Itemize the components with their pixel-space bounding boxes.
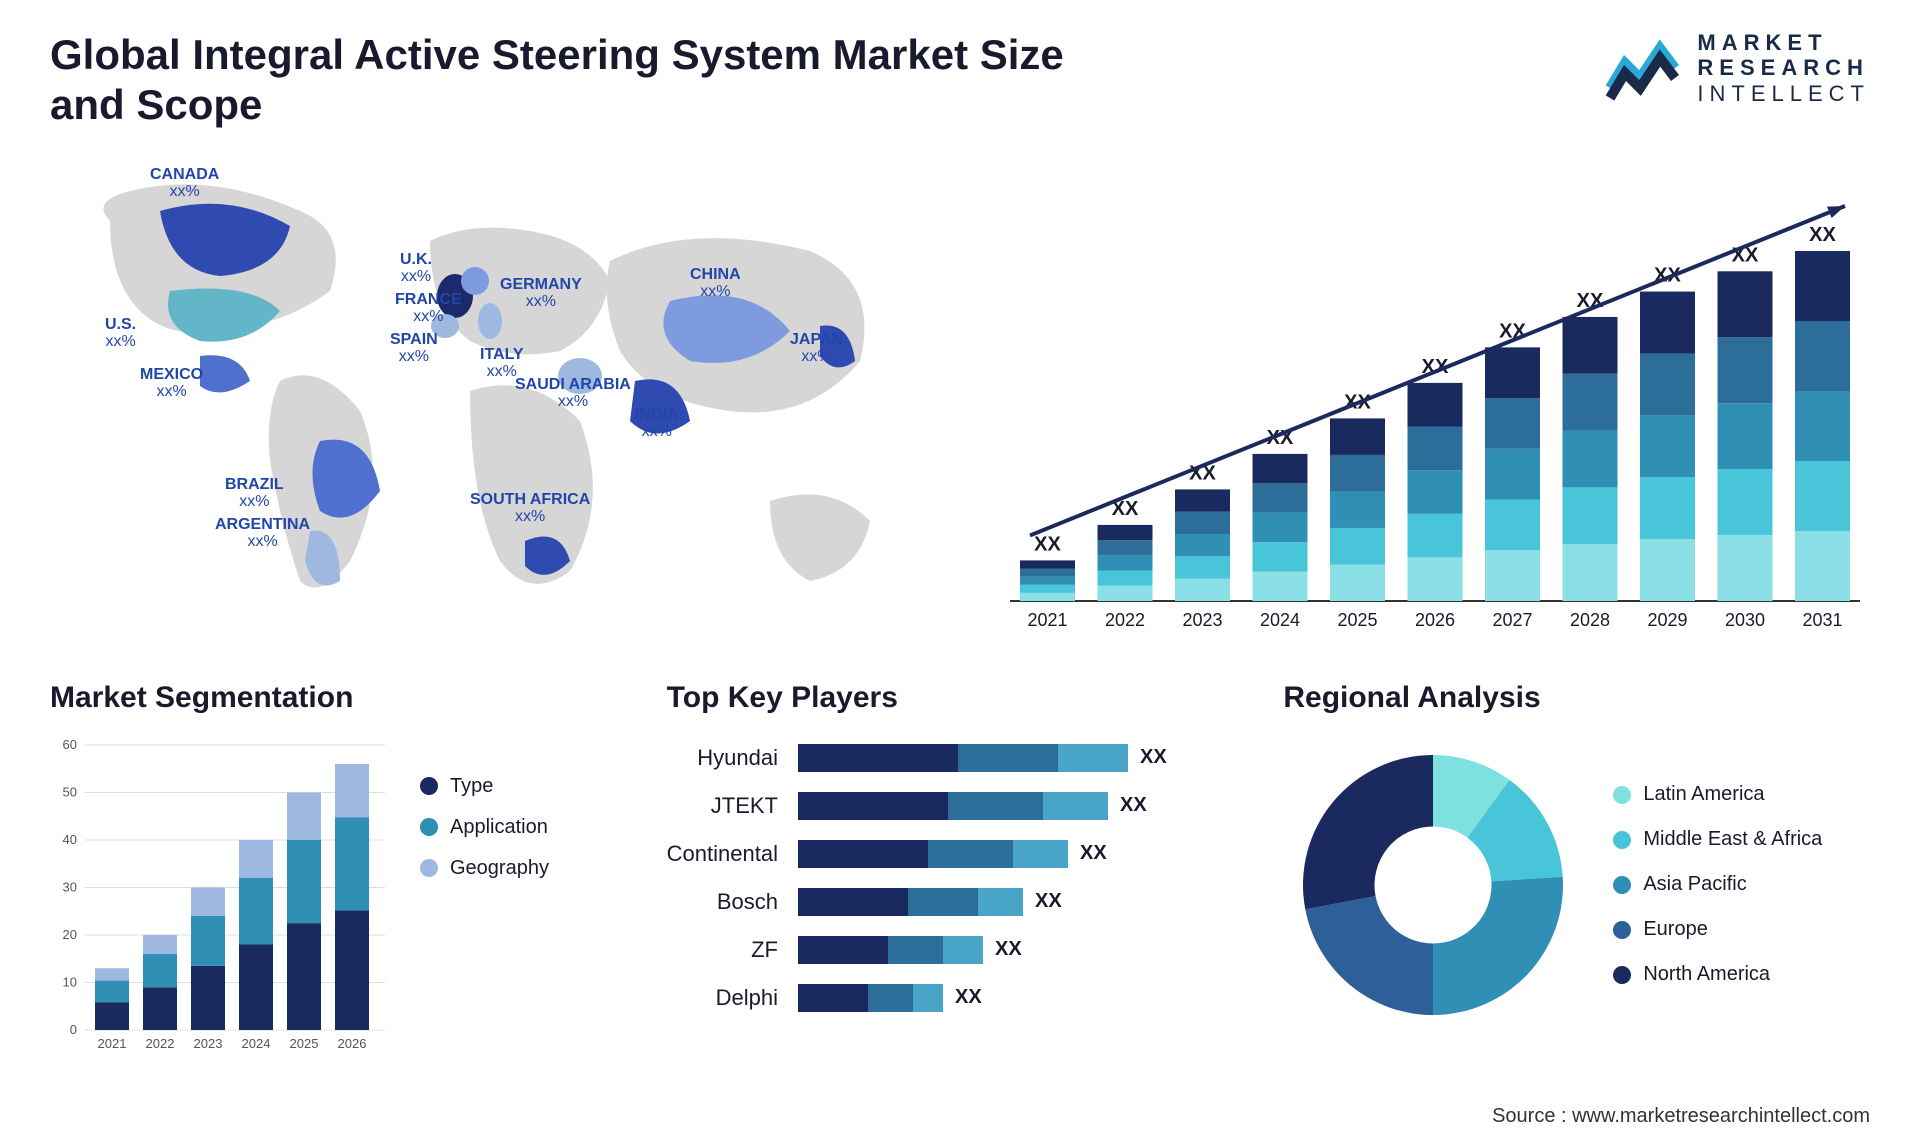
legend-item: Middle East & Africa [1613, 828, 1822, 851]
players-labels: Hyundai JTEKT Continental Bosch ZF Delphi [667, 735, 778, 1013]
legend-item: Geography [420, 857, 549, 880]
svg-text:0: 0 [70, 1022, 77, 1037]
regional-legend: Latin America Middle East & Africa Asia Pa… [1613, 783, 1822, 986]
forecast-chart: 2021XX2022XX2023XX2024XX2025XX2026XX2027… [990, 161, 1870, 641]
svg-text:XX: XX [1809, 224, 1836, 246]
svg-text:2027: 2027 [1492, 610, 1532, 630]
legend-item: North America [1613, 963, 1822, 986]
segmentation-panel: Market Segmentation 0 10 20 30 40 50 60 2021 202… [50, 681, 637, 1081]
player-label: Continental [667, 839, 778, 869]
country-label: SOUTH AFRICAxx% [470, 491, 590, 526]
legend-item: Europe [1613, 918, 1822, 941]
svg-text:2021: 2021 [1027, 610, 1067, 630]
svg-text:10: 10 [63, 974, 77, 989]
svg-text:2026: 2026 [338, 1036, 367, 1051]
country-label: MEXICOxx% [140, 366, 203, 401]
player-row: XX [798, 935, 1253, 965]
legend-item: Asia Pacific [1613, 873, 1822, 896]
svg-text:2025: 2025 [290, 1036, 319, 1051]
logo-icon [1605, 33, 1685, 103]
country-label: U.S.xx% [105, 316, 136, 351]
player-value: XX [1120, 794, 1147, 817]
player-label: Delphi [667, 983, 778, 1013]
logo-line1: MARKET [1697, 30, 1870, 55]
player-value: XX [955, 986, 982, 1009]
country-label: ARGENTINAxx% [215, 516, 310, 551]
country-label: BRAZILxx% [225, 476, 284, 511]
country-label: CHINAxx% [690, 266, 741, 301]
segmentation-chart: 0 10 20 30 40 50 60 2021 2022 2023 2024 2025 2026 [50, 735, 390, 1055]
page-title: Global Integral Active Steering System M… [50, 30, 1150, 131]
world-map: CANADAxx% U.S.xx%MEXICOxx% BRAZILxx% ARGENT… [50, 161, 950, 641]
country-label: GERMANYxx% [500, 276, 582, 311]
country-label: INDIAxx% [635, 406, 679, 441]
players-panel: Top Key Players Hyundai JTEKT Continental B… [667, 681, 1254, 1081]
svg-text:2029: 2029 [1647, 610, 1687, 630]
country-label: U.K.xx% [400, 251, 432, 286]
country-label: FRANCExx% [395, 291, 462, 326]
player-label: JTEKT [667, 791, 778, 821]
regional-panel: Regional Analysis Latin America Middle Ea… [1283, 681, 1870, 1081]
svg-text:2031: 2031 [1802, 610, 1842, 630]
svg-text:40: 40 [63, 832, 77, 847]
players-bars: XX XX XX XX XX XX [798, 735, 1253, 1013]
logo-line2: RESEARCH [1697, 55, 1870, 80]
country-label: SPAINxx% [390, 331, 438, 366]
logo-line3: INTELLECT [1697, 81, 1870, 106]
svg-text:2026: 2026 [1415, 610, 1455, 630]
svg-text:2022: 2022 [1105, 610, 1145, 630]
svg-text:XX: XX [1034, 533, 1061, 555]
source-label: Source : www.marketresearchintellect.com [1492, 1105, 1870, 1128]
player-label: ZF [667, 935, 778, 965]
svg-text:2023: 2023 [194, 1036, 223, 1051]
player-value: XX [1035, 890, 1062, 913]
player-label: Hyundai [667, 743, 778, 773]
country-label: SAUDI ARABIAxx% [515, 376, 631, 411]
player-value: XX [995, 938, 1022, 961]
player-row: XX [798, 839, 1253, 869]
logo: MARKET RESEARCH INTELLECT [1605, 30, 1870, 106]
segmentation-title: Market Segmentation [50, 681, 637, 715]
regional-title: Regional Analysis [1283, 681, 1870, 715]
country-label: JAPANxx% [790, 331, 843, 366]
forecast-svg: 2021XX2022XX2023XX2024XX2025XX2026XX2027… [990, 161, 1870, 641]
segmentation-legend: Type Application Geography [420, 735, 549, 1055]
legend-item: Type [420, 775, 549, 798]
svg-text:2028: 2028 [1570, 610, 1610, 630]
player-row: XX [798, 743, 1253, 773]
legend-item: Application [420, 816, 549, 839]
players-title: Top Key Players [667, 681, 1254, 715]
svg-text:2024: 2024 [1260, 610, 1300, 630]
svg-text:2023: 2023 [1182, 610, 1222, 630]
svg-text:2021: 2021 [98, 1036, 127, 1051]
legend-item: Latin America [1613, 783, 1822, 806]
svg-text:2022: 2022 [146, 1036, 175, 1051]
player-value: XX [1140, 746, 1167, 769]
player-row: XX [798, 983, 1253, 1013]
player-row: XX [798, 887, 1253, 917]
svg-text:50: 50 [63, 784, 77, 799]
svg-text:20: 20 [63, 927, 77, 942]
svg-text:2030: 2030 [1725, 610, 1765, 630]
svg-text:60: 60 [63, 737, 77, 752]
player-label: Bosch [667, 887, 778, 917]
player-value: XX [1080, 842, 1107, 865]
player-row: XX [798, 791, 1253, 821]
regional-donut [1283, 735, 1583, 1035]
svg-text:2025: 2025 [1337, 610, 1377, 630]
svg-text:30: 30 [63, 879, 77, 894]
country-label: CANADAxx% [150, 166, 219, 201]
svg-text:2024: 2024 [242, 1036, 271, 1051]
